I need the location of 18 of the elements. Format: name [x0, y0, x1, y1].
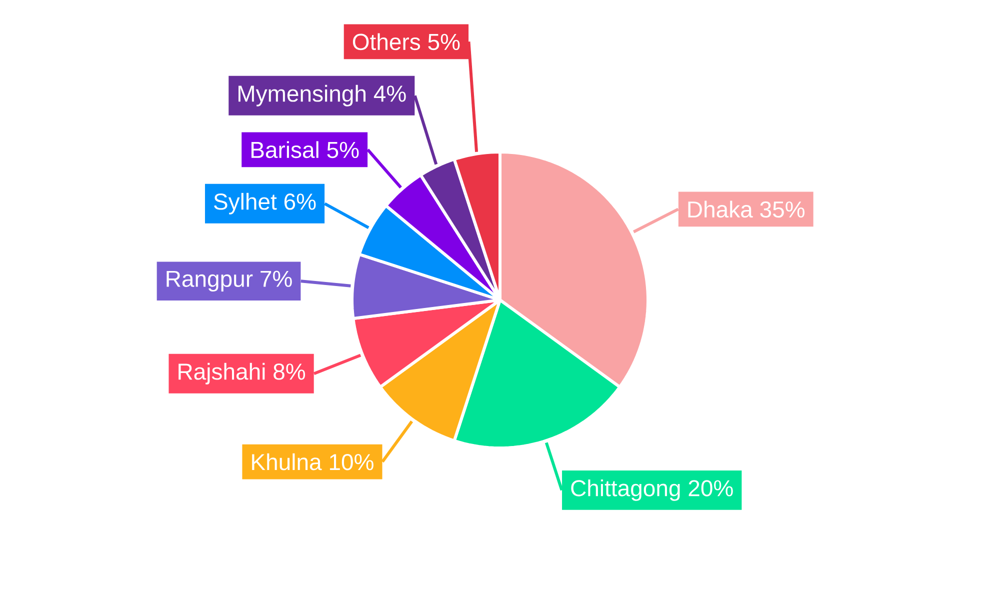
data-label: 5%: [327, 142, 359, 158]
data-label: 5%: [428, 34, 460, 50]
slice-label: Dhaka: [688, 200, 753, 218]
slice-label: Rajshahi: [178, 362, 265, 384]
slice-label: Rangpur: [166, 270, 253, 292]
slice-label: Khulna: [252, 453, 322, 470]
slice-label: Sylhet: [214, 192, 277, 214]
slice-label: Barisal: [251, 141, 318, 158]
data-label: 8%: [274, 364, 306, 380]
data-label: 20%: [688, 480, 733, 496]
slice-label: Chittagong: [571, 479, 680, 501]
data-label: 4%: [374, 86, 406, 102]
data-label: 10%: [330, 454, 374, 470]
data-label: 35%: [760, 201, 804, 218]
data-label: 6%: [284, 194, 316, 210]
slice-label: Others: [352, 33, 420, 50]
slice-label: Mymensingh: [238, 84, 366, 106]
data-label: 7%: [260, 270, 292, 287]
